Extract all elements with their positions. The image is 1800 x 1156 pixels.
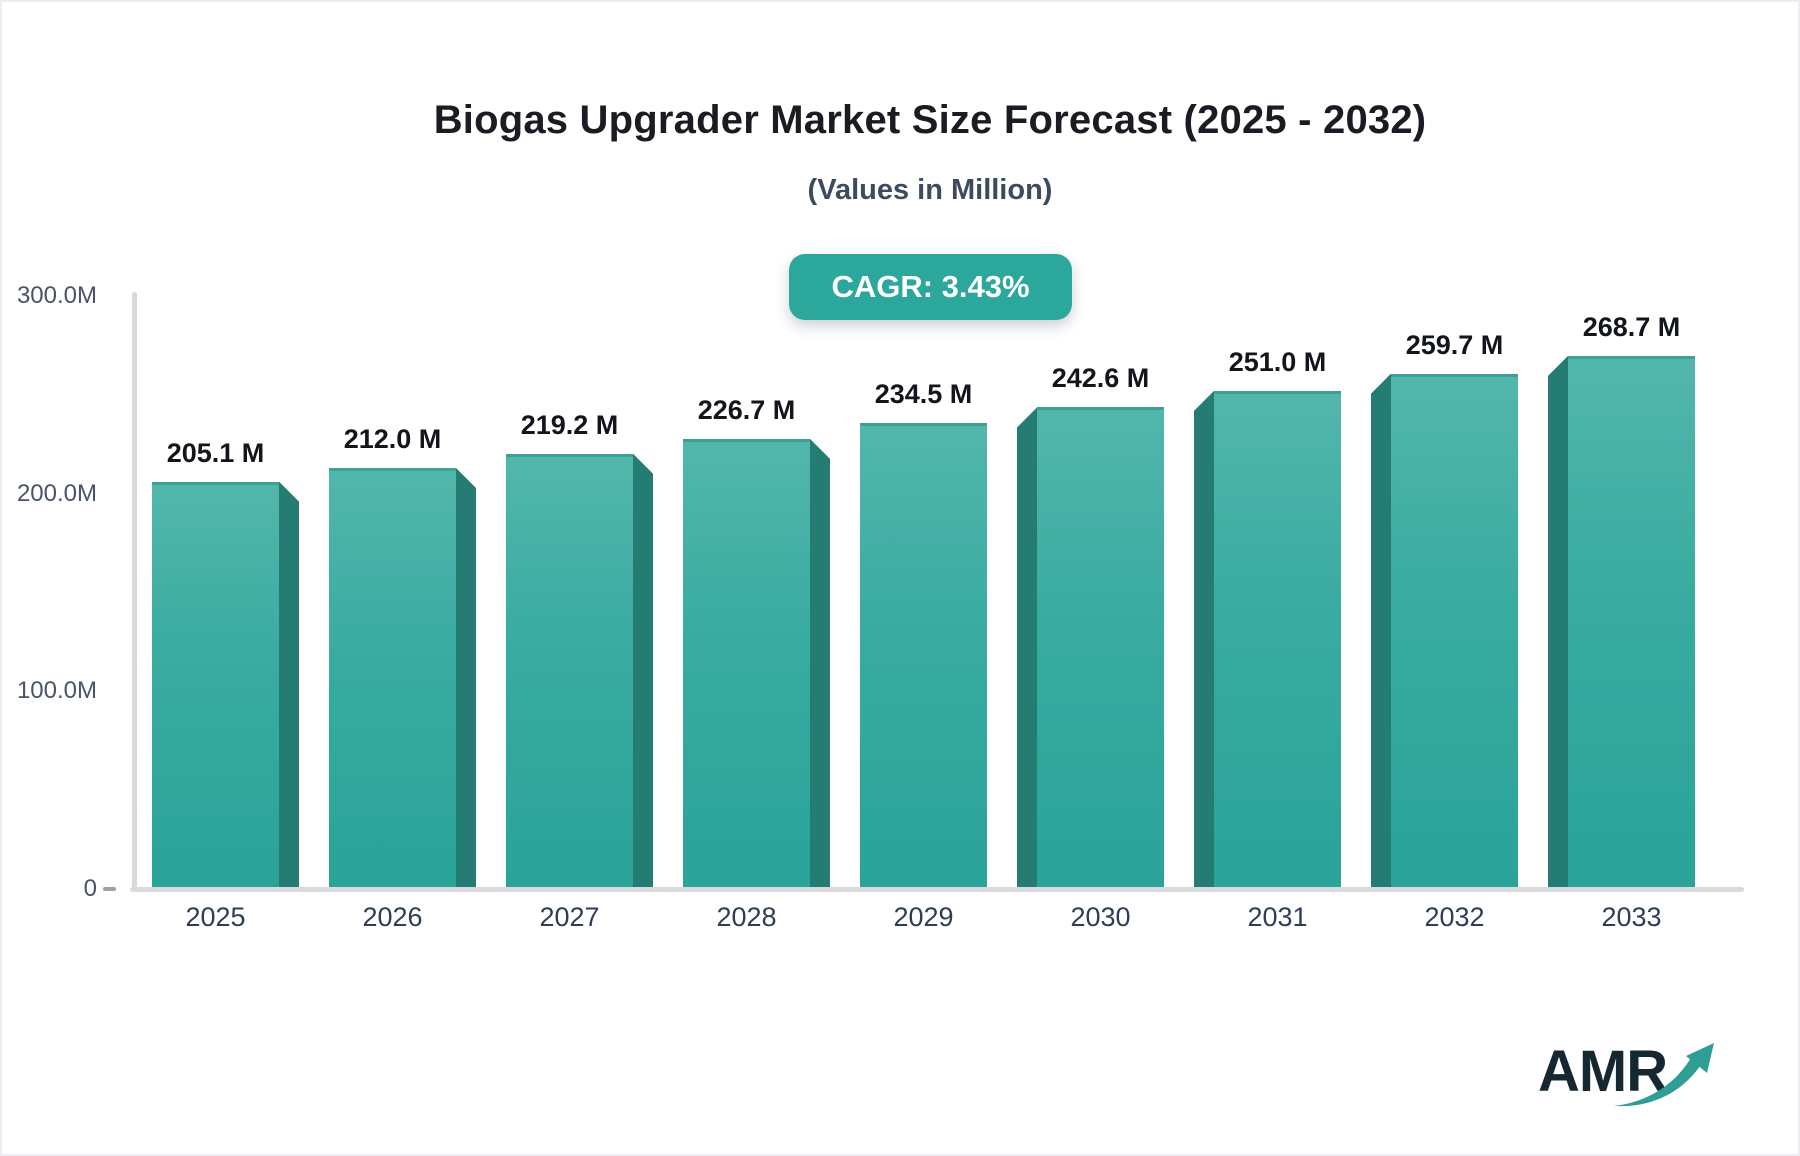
x-category-label: 2027 [539, 902, 600, 932]
x-category-label: 2028 [716, 902, 777, 932]
bar-value-label: 251.0 M [1228, 346, 1327, 377]
bar-value-label: 219.2 M [520, 409, 619, 440]
x-category-label: 2031 [1247, 902, 1308, 932]
amr-logo: AMR [1538, 1038, 1738, 1118]
bar-2026[interactable] [329, 467, 456, 887]
bar-value-label: 205.1 M [166, 437, 265, 468]
bar-2033[interactable] [1568, 355, 1695, 887]
bar-2025[interactable] [152, 481, 279, 887]
x-category-label: 2029 [893, 902, 954, 932]
bar-value-label: 242.6 M [1051, 363, 1150, 394]
chart-subtitle: (Values in Million) [807, 174, 1053, 206]
bar-value-label: 234.5 M [874, 379, 973, 410]
bar-2031[interactable] [1214, 390, 1341, 887]
x-category-label: 2030 [1070, 902, 1131, 932]
bar-2028[interactable] [683, 438, 810, 887]
bar-side-panel [633, 453, 653, 887]
cagr-badge: CAGR: 3.43% [789, 254, 1072, 320]
x-category-label: 2033 [1601, 902, 1662, 932]
y-tick-label: 300.0M [16, 282, 97, 309]
chart-title: Biogas Upgrader Market Size Forecast (20… [433, 98, 1427, 142]
bar-value-label: 268.7 M [1582, 311, 1681, 342]
x-category-label: 2026 [362, 902, 423, 932]
bar-side-panel [810, 438, 830, 887]
bar-side-panel [279, 481, 299, 887]
bar-2027[interactable] [506, 453, 633, 887]
bar-value-label: 259.7 M [1405, 329, 1504, 360]
cagr-badge-label: CAGR: 3.43% [831, 269, 1030, 304]
zero-tick-mark [103, 887, 116, 891]
y-tick-label: 0 [83, 875, 97, 902]
y-tick-label: 200.0M [16, 479, 97, 507]
growth-arrow-icon [1614, 1043, 1714, 1107]
bar-side-panel [1017, 407, 1037, 887]
bar-value-label: 226.7 M [697, 394, 796, 425]
x-category-label: 2025 [185, 902, 246, 932]
bar-side-panel [1548, 355, 1568, 887]
bar-side-panel [456, 467, 476, 887]
bar-side-panel [1194, 390, 1214, 887]
bar-2029[interactable] [860, 423, 987, 887]
bar-side-panel [1371, 373, 1391, 887]
bar-value-label: 212.0 M [343, 423, 442, 454]
bar-2030[interactable] [1037, 407, 1164, 887]
bar-2032[interactable] [1391, 373, 1518, 887]
x-category-label: 2032 [1424, 902, 1485, 932]
x-axis-line [130, 887, 1744, 892]
y-tick-label: 100.0M [16, 677, 97, 705]
amr-logo-text: AMR [1538, 1039, 1668, 1104]
y-axis-line [132, 292, 137, 890]
